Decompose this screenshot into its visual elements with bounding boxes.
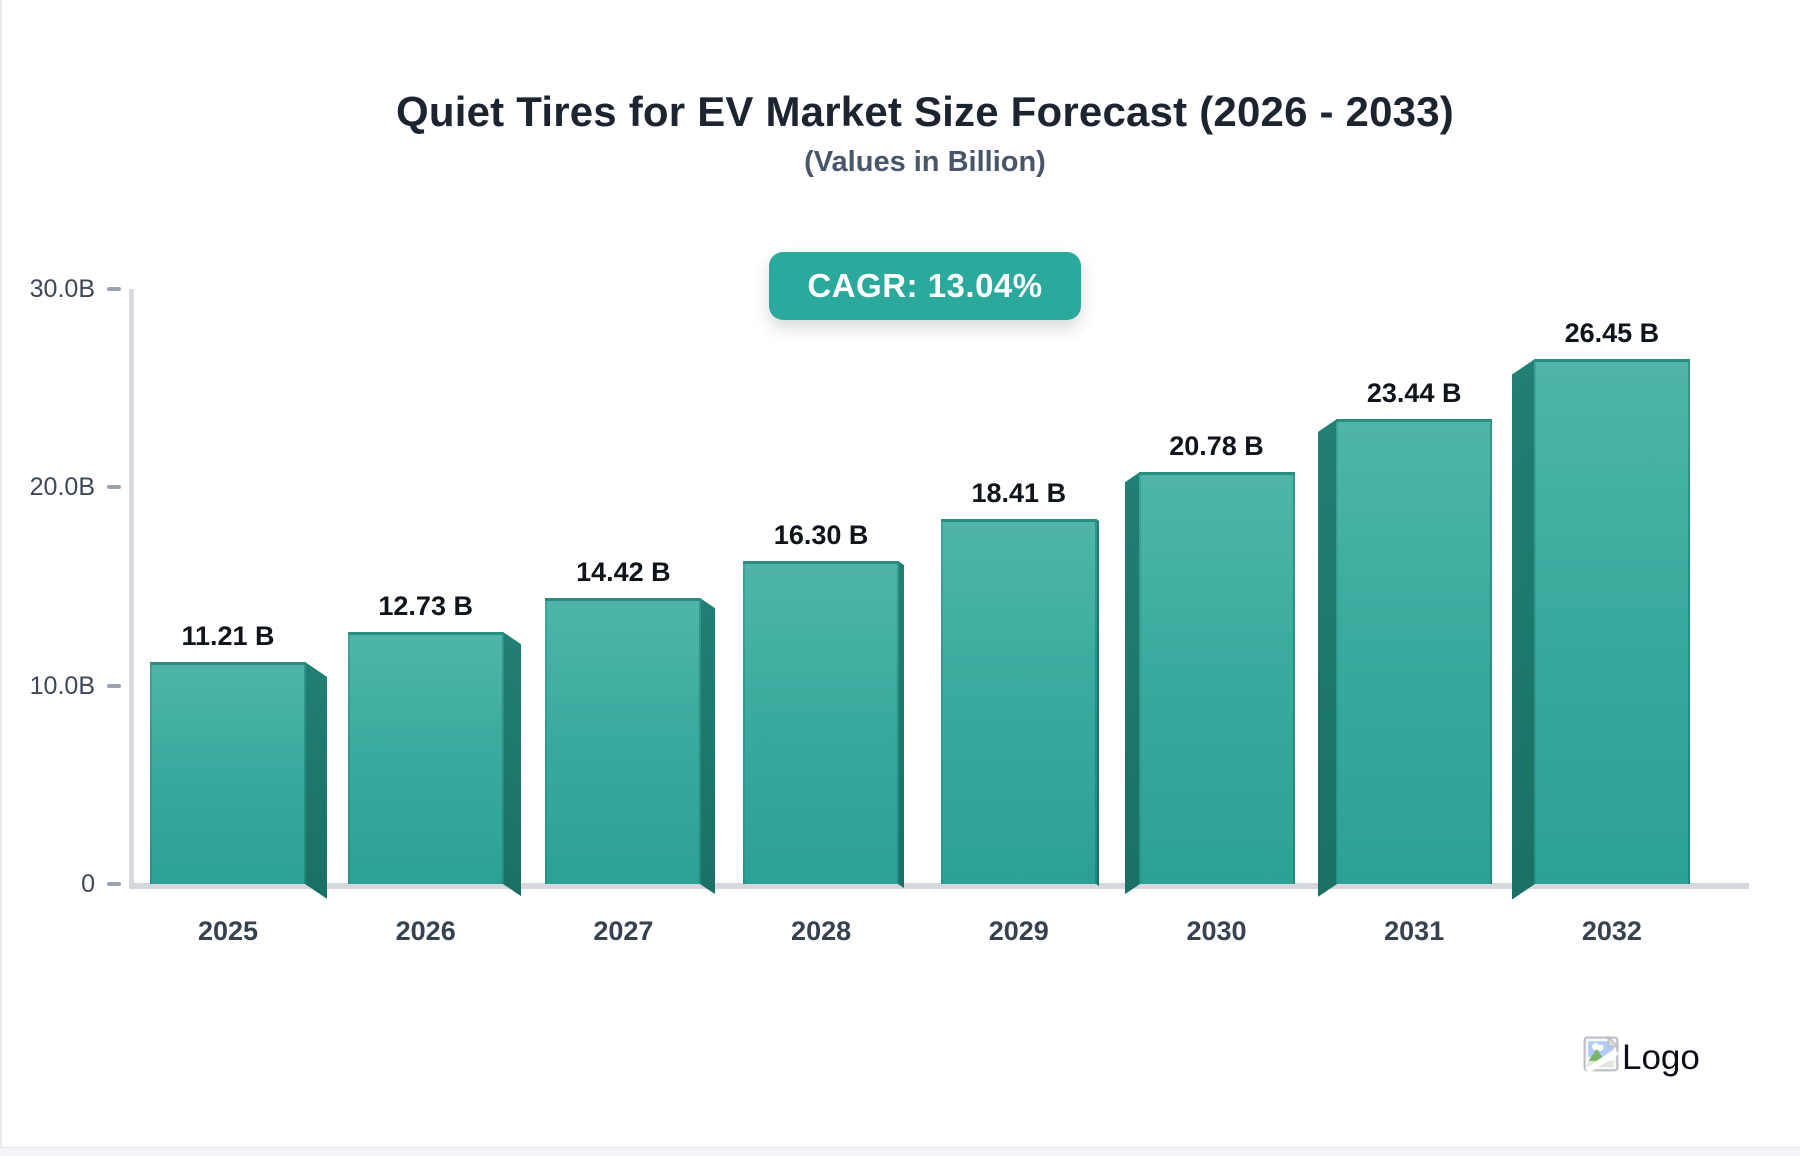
y-tick-label-10.0B: 10.0B (29, 671, 95, 700)
x-tick-label-2031: 2031 (1384, 916, 1445, 946)
bar-2032: 26.45 B (1511, 318, 1690, 900)
y-tick-mark (107, 287, 121, 292)
bar-front-face (1533, 359, 1690, 884)
bar-2030: 20.78 B (1124, 431, 1295, 895)
x-tick-label-2032: 2032 (1581, 916, 1642, 946)
y-tick-mark (107, 882, 121, 886)
bar-side-face (1124, 471, 1140, 895)
bar-front-face (743, 560, 900, 884)
x-tick-label-2026: 2026 (395, 916, 456, 946)
y-tick-label-0: 0 (81, 870, 95, 898)
y-tick-mark (107, 485, 121, 490)
x-axis-line (129, 883, 1749, 889)
y-tick-label-20.0B: 20.0B (29, 473, 95, 502)
x-tick-label-2030: 2030 (1186, 916, 1247, 946)
bar-value-label: 23.44 B (1366, 378, 1462, 409)
x-tick-label-2029: 2029 (988, 916, 1049, 946)
bar-front-face (940, 518, 1097, 884)
bar-value-label: 26.45 B (1564, 318, 1660, 349)
chart-subtitle: (Values in Billion) (804, 146, 1046, 178)
bar-2026: 12.73 B (347, 591, 521, 897)
x-tick-label-2027: 2027 (593, 916, 654, 946)
bar-front-face (545, 598, 702, 884)
bar-value-label: 11.21 B (181, 620, 275, 651)
bar-2025: 11.21 B (150, 621, 327, 899)
bar-side-face (305, 661, 327, 899)
page-left-edge (0, 0, 2, 1156)
logo-text: Logo (1622, 1038, 1700, 1077)
cagr-badge: CAGR: 13.04% (769, 252, 1081, 320)
bar-value-label: 14.42 B (576, 557, 671, 588)
bar-side-face (502, 631, 521, 897)
bar-value-label: 18.41 B (971, 477, 1067, 508)
bar-2031: 23.44 B (1318, 378, 1493, 897)
bar-value-label: 20.78 B (1169, 430, 1264, 461)
bar-side-face (1318, 419, 1338, 897)
bar-value-label: 12.73 B (378, 590, 473, 621)
x-tick-label-2028: 2028 (791, 916, 852, 946)
bar-side-face (700, 598, 716, 895)
bar-2029: 18.41 B (940, 478, 1099, 887)
bar-side-face (1511, 359, 1535, 900)
bar-front-face (150, 661, 306, 884)
cagr-badge-row: CAGR: 13.04% (50, 252, 1800, 320)
bar-front-face (1336, 419, 1493, 884)
y-tick-mark (107, 683, 121, 688)
bar-front-face (1138, 471, 1295, 884)
y-tick-label-30.0B: 30.0B (29, 275, 95, 304)
broken-image-icon (1583, 1036, 1620, 1073)
bar-2027: 14.42 B (545, 557, 716, 895)
logo: Logo (1583, 1036, 1700, 1075)
chart-title: Quiet Tires for EV Market Size Forecast … (396, 88, 1454, 135)
x-tick-label-2025: 2025 (197, 916, 259, 946)
page-bottom-edge (0, 1147, 1800, 1156)
bar-front-face (347, 631, 504, 884)
bar-2028: 16.30 B (743, 520, 905, 889)
y-axis-line (129, 289, 134, 885)
bar-value-label: 16.30 B (773, 519, 869, 550)
